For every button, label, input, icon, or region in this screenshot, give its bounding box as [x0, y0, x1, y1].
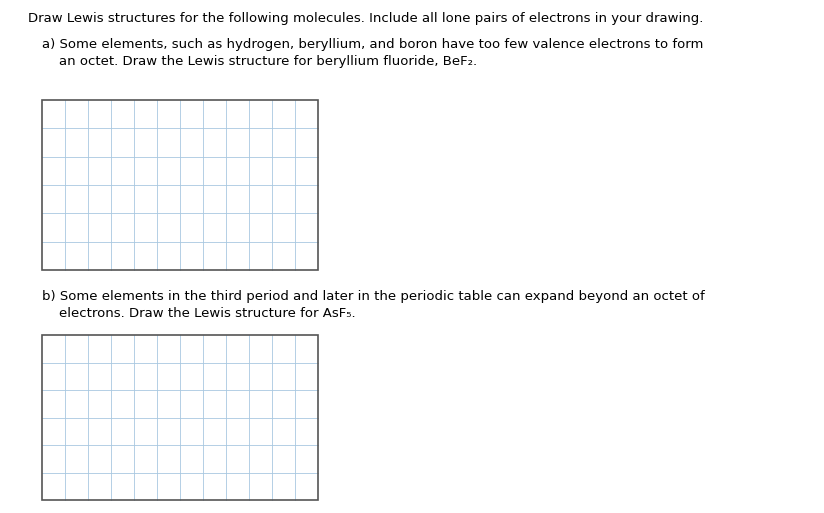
Text: Draw Lewis structures for the following molecules. Include all lone pairs of ele: Draw Lewis structures for the following … [28, 12, 704, 25]
Text: b) Some elements in the third period and later in the periodic table can expand : b) Some elements in the third period and… [42, 290, 705, 303]
Bar [42, 335, 318, 500]
Bar [42, 100, 318, 270]
Text: an octet. Draw the Lewis structure for beryllium fluoride, BeF₂.: an octet. Draw the Lewis structure for b… [42, 55, 477, 68]
Text: a) Some elements, such as hydrogen, beryllium, and boron have too few valence el: a) Some elements, such as hydrogen, bery… [42, 38, 704, 51]
Text: electrons. Draw the Lewis structure for AsF₅.: electrons. Draw the Lewis structure for … [42, 307, 356, 320]
